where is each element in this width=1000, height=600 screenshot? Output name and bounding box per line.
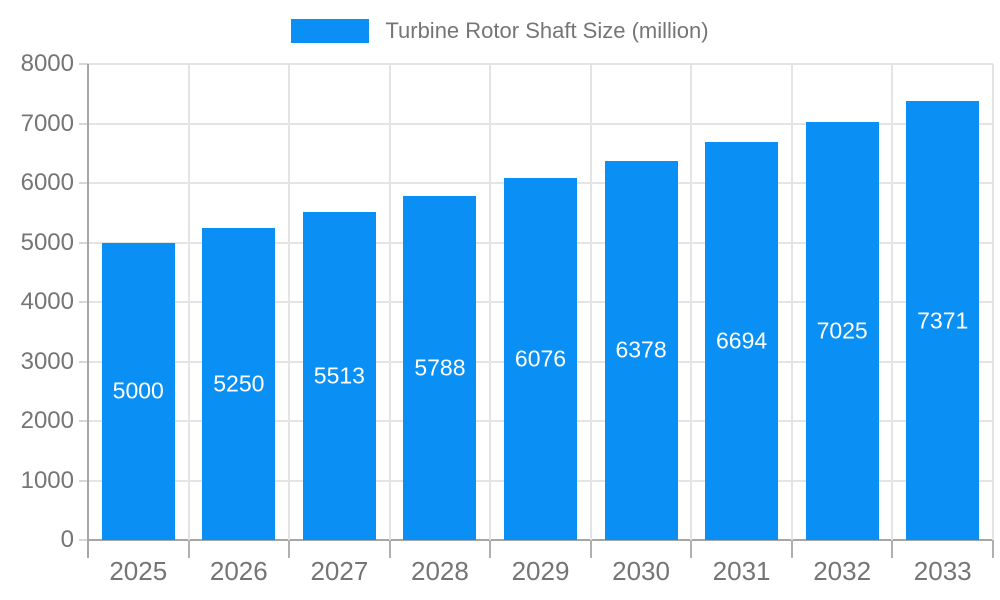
y-tick-label: 3000 (20, 347, 74, 375)
y-tick (79, 241, 88, 244)
y-tick (79, 420, 88, 422)
bar: 6076 (504, 178, 577, 540)
bar-value-label: 7371 (917, 307, 969, 334)
x-tick-label: 2033 (913, 556, 972, 586)
x-tick (589, 540, 592, 558)
x-tick (87, 540, 89, 558)
x-tick (690, 540, 693, 558)
bar: 7025 (805, 122, 879, 540)
x-tick-label: 2029 (511, 556, 570, 586)
bar-value-label: 6694 (716, 327, 768, 354)
bar-value-label: 6378 (615, 336, 667, 363)
x-grid-line (288, 64, 291, 540)
x-tick-label: 2030 (612, 556, 670, 586)
y-tick-label: 0 (60, 526, 74, 553)
y-tick-label: 2000 (20, 407, 74, 434)
x-tick (790, 540, 793, 558)
x-tick (891, 540, 894, 558)
x-tick-label: 2027 (310, 556, 369, 586)
x-grid-line (589, 64, 592, 540)
x-tick (288, 540, 291, 558)
y-tick (79, 301, 88, 303)
y-axis-line (87, 64, 89, 540)
x-tick-label: 2026 (209, 556, 268, 586)
y-grid-line (88, 122, 993, 125)
bar-value-label: 7025 (816, 317, 868, 344)
bar: 6694 (705, 141, 779, 540)
y-tick-label: 4000 (20, 288, 74, 315)
x-grid-line (187, 64, 190, 540)
x-tick-label: 2032 (813, 556, 872, 586)
y-tick (79, 63, 88, 65)
bar: 7371 (906, 101, 980, 540)
bar-value-label: 5000 (112, 377, 164, 404)
bar: 5788 (403, 195, 477, 540)
bar-value-label: 5788 (414, 354, 466, 381)
x-tick (489, 540, 492, 558)
y-tick (79, 182, 88, 184)
x-grid-line (690, 64, 693, 540)
y-tick-label: 5000 (20, 228, 74, 256)
bar-value-label: 5513 (313, 362, 365, 389)
bar: 5250 (202, 227, 276, 540)
y-tick (79, 539, 88, 541)
bar-value-label: 6076 (514, 345, 567, 372)
x-tick (992, 540, 994, 558)
bar: 5000 (101, 242, 175, 540)
y-grid-line (88, 63, 993, 65)
legend-label: Turbine Rotor Shaft Size (million) (385, 18, 709, 43)
x-axis-line (88, 539, 993, 541)
x-grid-line (489, 64, 492, 540)
x-tick (388, 540, 391, 558)
x-tick (187, 540, 190, 558)
legend-swatch-icon (291, 19, 370, 43)
x-grid-line (790, 64, 793, 540)
x-grid-line (992, 64, 994, 540)
y-tick (79, 360, 88, 363)
x-grid-line (388, 64, 391, 540)
x-grid-line (891, 64, 894, 540)
bar: 5513 (302, 211, 376, 540)
y-tick (79, 122, 88, 125)
y-tick-label: 8000 (20, 50, 74, 77)
bar: 6378 (604, 160, 678, 540)
bar-value-label: 5250 (213, 370, 265, 397)
x-tick-label: 2028 (411, 556, 469, 586)
legend: Turbine Rotor Shaft Size (million) (0, 14, 1000, 48)
x-tick-label: 2031 (712, 556, 771, 586)
y-tick-label: 6000 (20, 169, 74, 196)
y-tick-label: 1000 (20, 466, 74, 494)
y-tick (79, 479, 88, 482)
x-tick-label: 2025 (109, 556, 168, 586)
y-tick-label: 7000 (20, 109, 74, 137)
